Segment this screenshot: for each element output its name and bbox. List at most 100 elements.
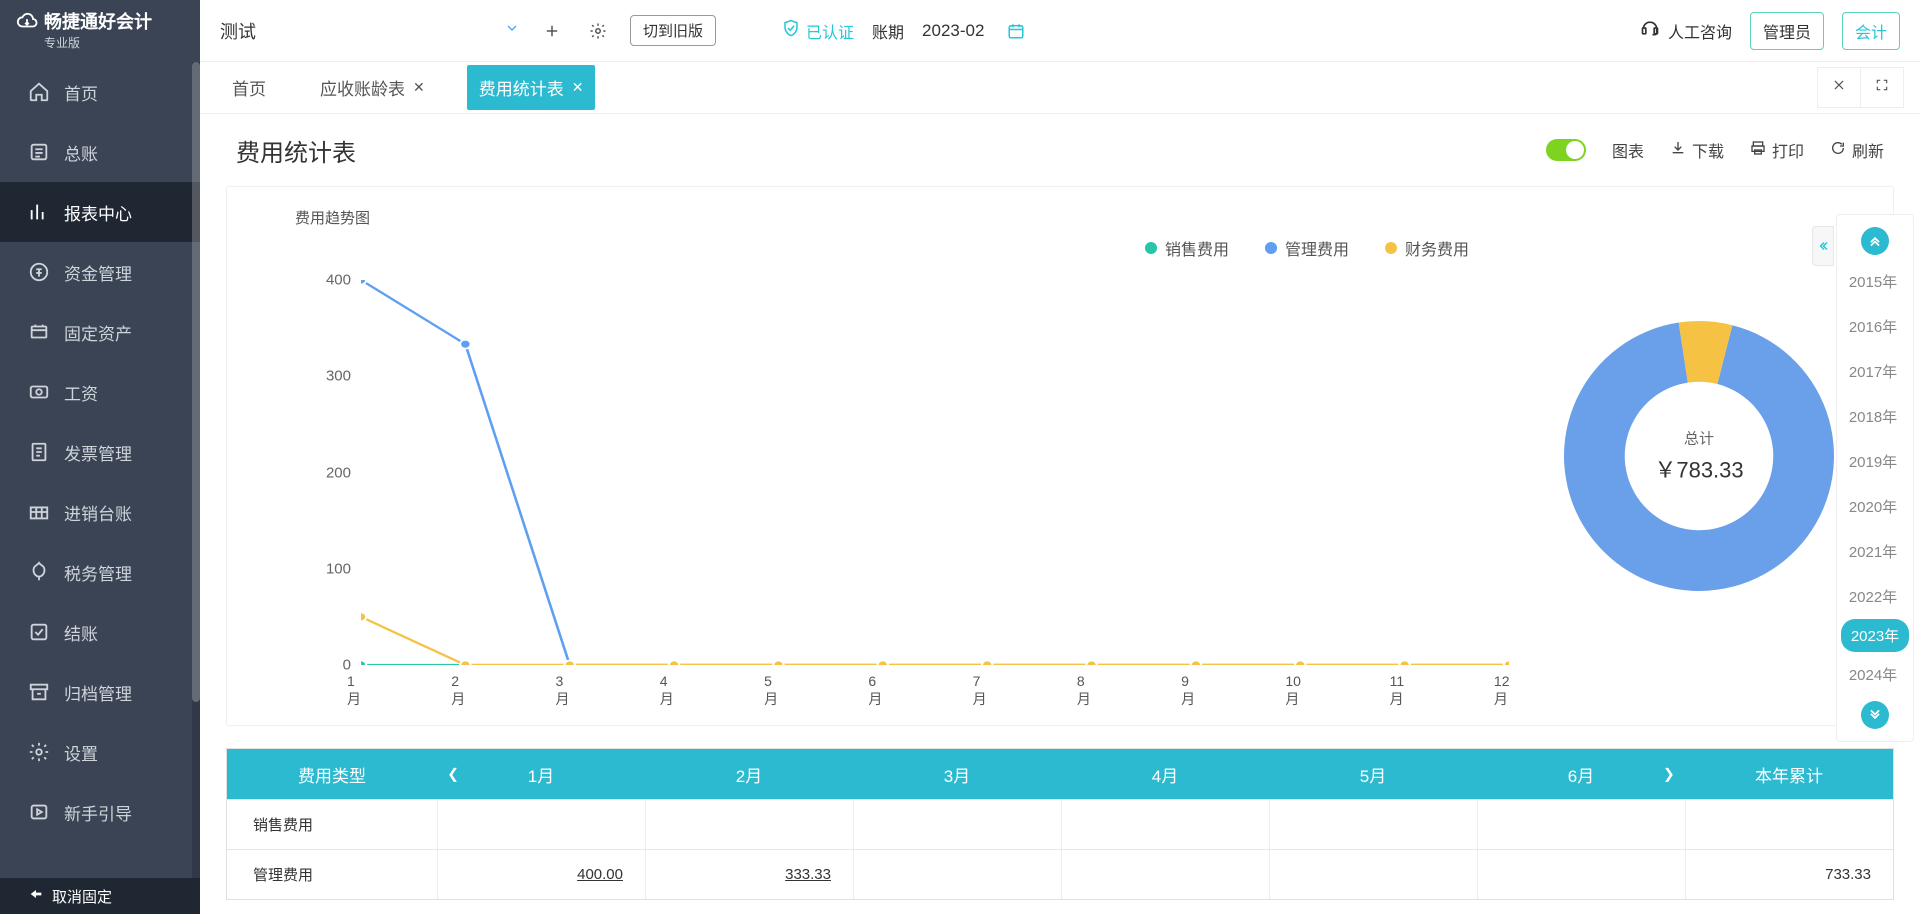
year-item[interactable]: 2021年 xyxy=(1841,529,1909,574)
nav-item-tax[interactable]: 税务管理 xyxy=(0,542,200,602)
nav-item-report[interactable]: 报表中心 xyxy=(0,182,200,242)
nav-item-salary[interactable]: 工资 xyxy=(0,362,200,422)
td-cell xyxy=(645,800,853,849)
chevron-down-icon xyxy=(504,20,520,41)
entity-selector[interactable]: 测试 xyxy=(220,18,520,44)
entity-settings-button[interactable] xyxy=(584,17,612,45)
nav-item-archive[interactable]: 归档管理 xyxy=(0,662,200,722)
y-tick: 0 xyxy=(343,657,351,674)
x-tick: 7月 xyxy=(973,673,988,709)
year-item[interactable]: 2017年 xyxy=(1841,349,1909,394)
consult-button[interactable]: 人工咨询 xyxy=(1640,18,1732,43)
table-row: 销售费用 xyxy=(227,799,1893,849)
year-item[interactable]: 2020年 xyxy=(1841,484,1909,529)
close-icon xyxy=(28,621,50,643)
donut-chart: 总计 ￥783.33 xyxy=(1529,207,1869,705)
td-cell xyxy=(1477,850,1685,899)
nav-item-close[interactable]: 结账 xyxy=(0,602,200,662)
year-item[interactable]: 2019年 xyxy=(1841,439,1909,484)
x-tick: 10月 xyxy=(1285,673,1301,709)
legend-item[interactable]: 销售费用 xyxy=(1145,236,1229,260)
download-button[interactable]: 下载 xyxy=(1670,138,1724,162)
nav-item-label: 发票管理 xyxy=(64,440,132,465)
refresh-icon xyxy=(1830,140,1846,161)
legend-item[interactable]: 管理费用 xyxy=(1265,236,1349,260)
donut-label: 总计 xyxy=(1654,428,1743,449)
topbar: 测试 切到旧版 已认证 账期 2023-02 人工咨 xyxy=(200,0,1920,62)
td-cell xyxy=(1269,800,1477,849)
nav-item-label: 首页 xyxy=(64,80,98,105)
sidebar-scrollbar[interactable] xyxy=(192,62,200,878)
td-cell[interactable]: 333.33 xyxy=(645,850,853,899)
th-month: 1月 xyxy=(437,762,645,787)
nav-item-label: 报表中心 xyxy=(64,200,132,225)
report-icon xyxy=(28,201,50,223)
year-down-button[interactable] xyxy=(1861,701,1889,729)
home-icon xyxy=(28,81,50,103)
y-tick: 400 xyxy=(326,272,351,289)
tab-close-icon[interactable]: ✕ xyxy=(572,79,584,96)
legend-item[interactable]: 财务费用 xyxy=(1385,236,1469,260)
refresh-button[interactable]: 刷新 xyxy=(1830,138,1884,162)
old-version-button[interactable]: 切到旧版 xyxy=(630,15,716,46)
year-item[interactable]: 2018年 xyxy=(1841,394,1909,439)
fullscreen-button[interactable] xyxy=(1861,67,1904,108)
panel-expander[interactable] xyxy=(1812,226,1834,266)
year-item[interactable]: 2015年 xyxy=(1841,259,1909,304)
tab[interactable]: 首页 xyxy=(220,65,278,110)
year-item[interactable]: 2023年 xyxy=(1841,619,1909,652)
settings-icon xyxy=(28,741,50,763)
donut-total: ￥783.33 xyxy=(1654,453,1743,485)
shield-check-icon xyxy=(782,19,800,42)
table-next-months[interactable]: ❯ xyxy=(1663,766,1675,783)
year-item[interactable]: 2024年 xyxy=(1841,652,1909,697)
x-tick: 5月 xyxy=(764,673,779,709)
archive-icon xyxy=(28,681,50,703)
nav-item-fund[interactable]: 资金管理 xyxy=(0,242,200,302)
role-accountant-button[interactable]: 会计 xyxy=(1842,12,1900,50)
table-header: 费用类型❮1月2月3月4月5月6月❯本年累计 xyxy=(227,749,1893,799)
nav-item-asset[interactable]: 固定资产 xyxy=(0,302,200,362)
content: 费用趋势图 销售费用 管理费用 财务费用 0100200300400 1月2月3月4… xyxy=(200,186,1920,914)
tax-icon xyxy=(28,561,50,583)
nav-item-guide[interactable]: 新手引导 xyxy=(0,782,200,842)
print-button[interactable]: 打印 xyxy=(1750,138,1804,162)
add-entity-button[interactable] xyxy=(538,17,566,45)
td-cell xyxy=(853,800,1061,849)
entity-name: 测试 xyxy=(220,18,256,44)
nav-item-invoice[interactable]: 发票管理 xyxy=(0,422,200,482)
td-cell xyxy=(853,850,1061,899)
tab-close-button[interactable] xyxy=(1817,67,1861,108)
legend-dot xyxy=(1145,242,1157,254)
chart-subtitle: 费用趋势图 xyxy=(295,207,1509,228)
y-axis: 0100200300400 xyxy=(251,280,361,665)
th-month: 5月 xyxy=(1269,762,1477,787)
td-ytd xyxy=(1685,800,1893,849)
tab-close-icon[interactable]: ✕ xyxy=(413,79,425,96)
chart-toggle[interactable] xyxy=(1546,139,1586,161)
verified-badge: 已认证 xyxy=(782,19,854,43)
nav-item-psi[interactable]: 进销台账 xyxy=(0,482,200,542)
psi-icon xyxy=(28,501,50,523)
period-picker-button[interactable] xyxy=(1002,17,1030,45)
tab[interactable]: 费用统计表✕ xyxy=(467,65,596,110)
nav-item-label: 新手引导 xyxy=(64,800,132,825)
nav-item-label: 归档管理 xyxy=(64,680,132,705)
year-item[interactable]: 2016年 xyxy=(1841,304,1909,349)
year-up-button[interactable] xyxy=(1861,227,1889,255)
td-cell[interactable]: 400.00 xyxy=(437,850,645,899)
year-item[interactable]: 2022年 xyxy=(1841,574,1909,619)
th-month: 2月 xyxy=(645,762,853,787)
legend-label: 管理费用 xyxy=(1285,236,1349,260)
x-tick: 8月 xyxy=(1077,673,1092,709)
nav-item-settings[interactable]: 设置 xyxy=(0,722,200,782)
tab[interactable]: 应收账龄表✕ xyxy=(308,65,437,110)
role-admin-button[interactable]: 管理员 xyxy=(1750,12,1824,50)
asset-icon xyxy=(28,321,50,343)
verified-label: 已认证 xyxy=(806,19,854,43)
nav-item-ledger[interactable]: 总账 xyxy=(0,122,200,182)
nav-item-home[interactable]: 首页 xyxy=(0,62,200,122)
unpin-button[interactable]: 取消固定 xyxy=(0,878,200,914)
x-axis: 1月2月3月4月5月6月7月8月9月10月11月12月 xyxy=(361,673,1509,695)
headset-icon xyxy=(1640,18,1660,43)
